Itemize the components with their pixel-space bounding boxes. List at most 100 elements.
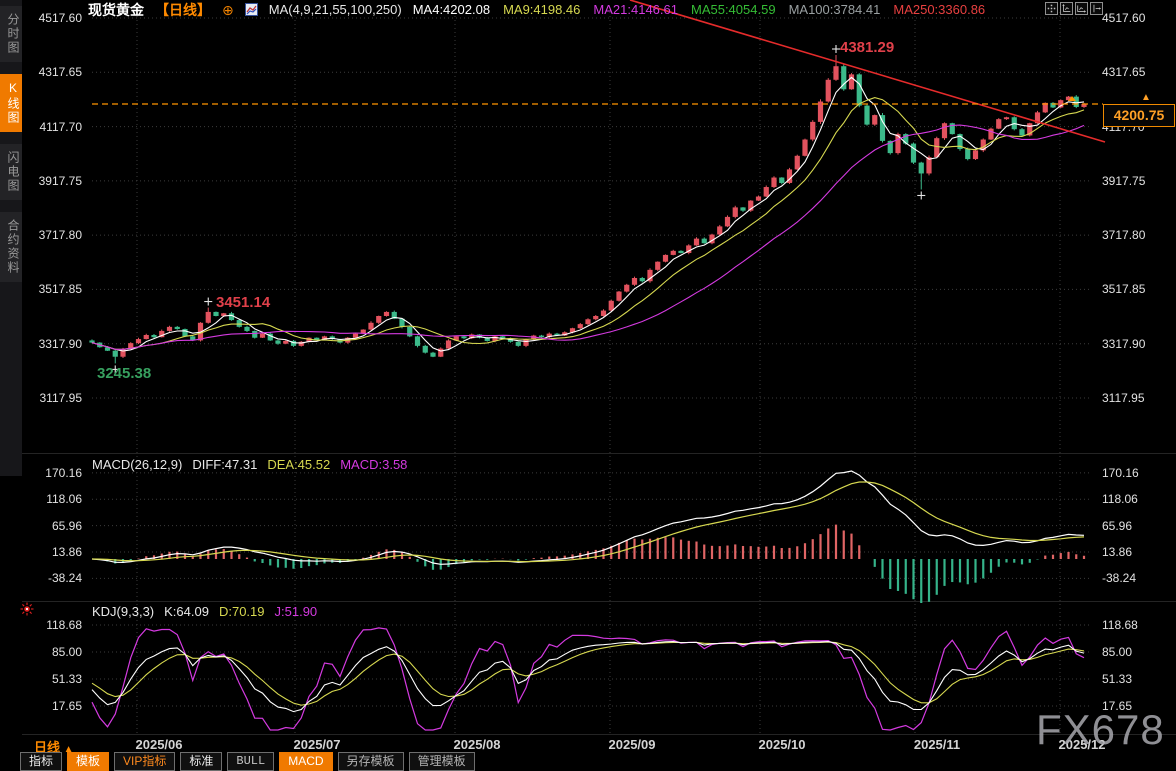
macd-value: MACD:3.58 [340,457,408,472]
axis-label: -38.24 [1102,571,1137,586]
macd-title: MACD(26,12,9) [92,457,183,472]
axis-label: 85.00 [51,645,82,659]
grid [22,12,1176,735]
j-line [91,627,1085,731]
macd-pane-title: MACD(26,12,9) DIFF:47.31 DEA:45.52 MACD:… [92,457,407,472]
x-axis-label: 2025/12 [1058,737,1106,752]
chart-toolbar [1045,2,1103,15]
axis-label: 3517.85 [38,282,82,297]
axis-label: 3117.95 [1102,391,1145,405]
ma4-line [91,76,1085,352]
axis-label: 3917.75 [38,173,82,188]
axis-label: 13.86 [51,544,82,559]
trendline[interactable] [629,0,1106,143]
axis-label: 4317.65 [38,65,82,80]
kdj-k-value: K:64.09 [164,604,209,619]
axis-label: 17.65 [1102,698,1133,713]
kdj-d-value: D:70.19 [218,604,265,619]
scale-price-axis-icon[interactable] [1060,2,1073,15]
axis-label: 3717.80 [1102,228,1146,243]
price-up-arrow-icon: ▲ [1141,92,1151,103]
axis-label: 118.06 [1102,492,1138,507]
axis-label: 3317.90 [38,336,82,351]
fast-ma-lines [91,76,1085,352]
axis-label: 65.96 [1102,518,1133,533]
indicator-settings-icon[interactable] [20,602,34,616]
diff-line [91,470,1085,565]
ma-value-label: MA9:4198.46 [503,2,581,17]
sidebar-tab-flash-chart[interactable]: 闪电图 [0,144,22,200]
kdj-pane[interactable] [91,627,1085,731]
axis-label: 51.33 [51,671,82,686]
toolbar-item-manage-template[interactable]: 管理模板 [408,752,475,771]
axis-label: -38.24 [47,571,82,586]
axis-label: 170.16 [45,465,82,480]
axis-label: 3717.80 [38,228,82,243]
ma-group-label: MA(4,9,21,55,100,250) [268,2,402,17]
sidebar-tab-kline-chart[interactable]: K线图 [0,74,22,132]
ma-value-label: MA55:4054.59 [690,2,776,17]
x-axis-label: 2025/09 [608,737,656,752]
ma-value-label: MA21:4146.61 [593,2,678,17]
kdj-j-value: J:51.90 [274,604,318,619]
axis-label: 3917.75 [1102,173,1146,188]
chart-header: 现货黄金 【日线】 ⊕ MA(4,9,21,55,100,250) MA4:42… [22,0,1176,19]
axis-label: 4317.65 [1102,65,1146,80]
toolbar-item-vip-indicators[interactable]: VIP指标 [114,752,176,771]
axis-label: 3317.90 [1102,336,1146,351]
last-price-tag: 4200.75 [1103,104,1175,127]
toolbar-item-standard[interactable]: 标准 [180,752,223,771]
axis-label: 3517.85 [1102,282,1146,297]
d-line [91,641,1085,706]
toolbar-item-bull[interactable]: BULL [227,752,275,771]
ma21-line [91,124,1085,350]
macd-dea-value: DEA:45.52 [267,457,331,472]
extreme-markers [111,45,926,374]
triangle-up-icon: ▲ [63,744,74,755]
price-annotation: 3451.14 [216,294,271,311]
axis-label: 118.06 [46,492,82,507]
macd-diff-value: DIFF:47.31 [192,457,258,472]
sidebar-tab-time-chart[interactable]: 分时图 [0,6,22,62]
dea-line [91,481,1085,563]
crosshair-icon[interactable] [1045,2,1058,15]
period-label[interactable]: 【日线】 [155,1,211,18]
axis-label: 4517.60 [38,11,82,25]
slow-ma-lines [92,381,430,450]
watermark: FX678 [1036,706,1165,753]
sidebar-tab-contract-info[interactable]: 合约资料 [0,212,22,282]
x-axis-label: 2025/06 [135,737,183,752]
bottom-toolbar: 指标 模板 VIP指标 标准 BULL MACD 另存模板 管理模板 [20,752,475,771]
axis-label: 17.65 [51,698,82,713]
axis-label: 85.00 [1102,645,1133,659]
toolbar-item-indicators[interactable]: 指标 [20,752,63,771]
scale-time-axis-icon[interactable] [1075,2,1088,15]
kdj-title: KDJ(9,3,3) [92,604,155,619]
toolbar-item-save-template[interactable]: 另存模板 [337,752,404,771]
add-indicator-icon[interactable]: ⊕ [222,1,234,18]
macd-pane[interactable] [91,470,1086,603]
axis-label: 51.33 [1102,671,1133,686]
x-axis-label: 2025/07 [293,737,341,752]
ma-value-label: MA100:3784.41 [788,2,881,17]
x-axis-label: 2025/11 [913,737,961,752]
ma-value-label: MA250:3360.86 [893,2,986,17]
price-annotation: 3245.38 [97,365,151,382]
period-selector[interactable]: 日线 ▲ [34,740,74,755]
candlestick-series[interactable] [89,55,1087,364]
axis-label: 4517.60 [1102,11,1146,25]
left-price-axis: 4517.60 4317.65 4117.70 3917.75 3717.80 3517.… [0,0,85,771]
kdj-pane-title: KDJ(9,3,3) K:64.09 D:70.19 J:51.90 [92,604,317,619]
time-axis: 日线 ▲ 2025/06 2025/07 2025/08 2025/09 2025/10… [0,735,1176,755]
toolbar-item-macd-template[interactable]: MACD [279,752,333,771]
price-annotation: 4381.29 [840,39,894,56]
toolbar-item-templates[interactable]: 模板 [67,752,110,771]
pane-shift-icon[interactable] [1090,2,1103,15]
last-price-marker [1068,96,1076,102]
ma-chart-icon[interactable] [244,3,258,16]
axis-label: 4117.70 [39,119,83,134]
axis-label: 118.68 [46,618,82,632]
ma9-line [91,97,1085,350]
